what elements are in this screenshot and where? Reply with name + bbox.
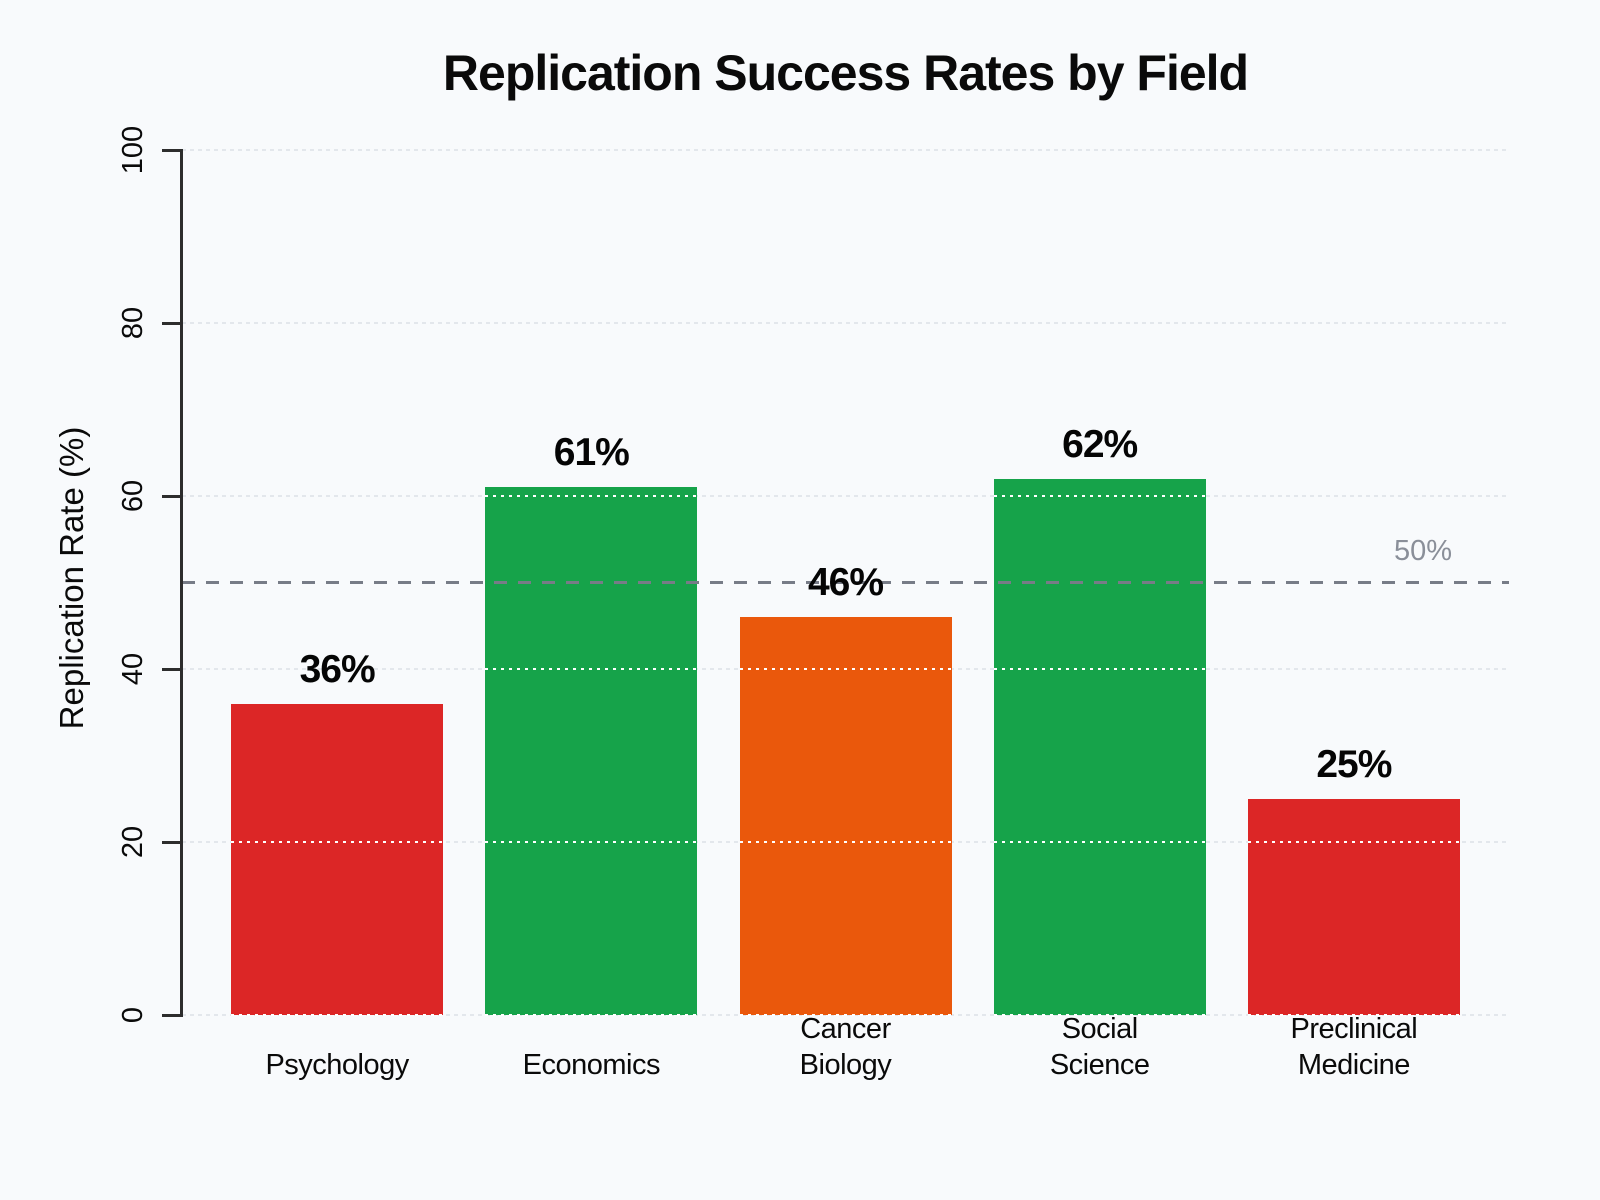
- chart-title: Replication Success Rates by Field: [442, 45, 1249, 101]
- gridline-over-bar: [485, 495, 698, 497]
- bar-economics: [485, 487, 698, 1015]
- bar-preclinical-medicine: [1247, 798, 1460, 1015]
- y-axis-tick: [162, 1013, 182, 1017]
- x-tick-label: Preclinical Medicine: [1290, 1013, 1418, 1081]
- gridline-over-bar: [993, 668, 1206, 670]
- gridline-over-bar: [993, 1014, 1206, 1016]
- reference-line-label: 50%: [1393, 534, 1452, 567]
- gridline-over-bar: [1247, 1014, 1460, 1016]
- bar-social-science: [993, 478, 1206, 1015]
- y-axis-tick-label: 80: [117, 306, 149, 340]
- x-tick-label: Cancer Biology: [799, 1013, 892, 1081]
- y-axis-title: Replication Rate (%): [53, 426, 90, 730]
- y-axis-tick: [162, 321, 182, 325]
- bar-psychology: [231, 703, 444, 1015]
- x-tick-label: Psychology: [265, 1049, 409, 1081]
- reference-line: [182, 581, 1509, 584]
- gridline-over-bar: [993, 841, 1206, 843]
- gridline-over-bar: [739, 1014, 952, 1016]
- gridline-over-bar: [231, 841, 444, 843]
- bar-value-label: 61%: [553, 431, 630, 475]
- y-axis-tick: [162, 667, 182, 671]
- y-axis-tick-label: 100: [117, 125, 149, 175]
- gridline: [182, 322, 1509, 324]
- x-tick-label: Social Science: [1049, 1013, 1150, 1081]
- plot-area: Replication Rate (%) 50% 0 20 40 60 80 100 36%…: [53, 126, 1509, 1081]
- y-axis-tick: [162, 148, 182, 152]
- y-axis-tick-label: 20: [117, 825, 149, 859]
- gridline-over-bar: [231, 1014, 444, 1016]
- gridline-over-bar: [485, 841, 698, 843]
- bar-value-label: 62%: [1062, 422, 1138, 466]
- bar-value-label: 36%: [299, 647, 376, 691]
- gridline-over-bar: [485, 668, 698, 670]
- gridline-over-bar: [485, 1014, 698, 1016]
- y-axis-line: [180, 149, 183, 1017]
- y-axis-tick-label: 60: [117, 479, 149, 513]
- gridline: [182, 149, 1509, 151]
- bar-cancer-biology: [739, 617, 952, 1015]
- y-axis-tick: [162, 840, 182, 844]
- x-tick-label: Economics: [522, 1049, 661, 1081]
- bar-value-label: 25%: [1316, 742, 1392, 786]
- bar-value-label: 46%: [807, 561, 884, 605]
- gridline-over-bar: [739, 668, 952, 670]
- y-axis-tick-label: 0: [117, 1006, 149, 1024]
- gridline-over-bar: [993, 495, 1206, 497]
- y-axis-tick-label: 40: [117, 652, 149, 686]
- gridline: [182, 495, 1509, 497]
- gridline-over-bar: [1247, 841, 1460, 843]
- y-axis-tick: [162, 494, 182, 498]
- gridline-over-bar: [739, 841, 952, 843]
